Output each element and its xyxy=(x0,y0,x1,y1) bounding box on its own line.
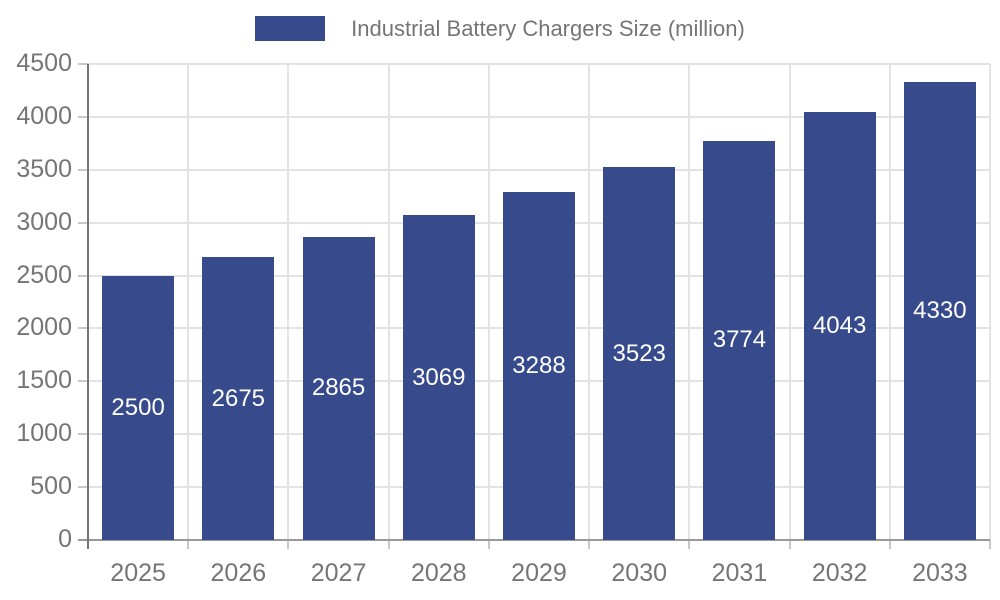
gridline-vertical xyxy=(187,64,190,540)
gridline-vertical xyxy=(387,64,390,540)
gridline-vertical xyxy=(788,64,791,540)
bar-value-label: 2675 xyxy=(211,384,266,412)
y-axis-tick xyxy=(78,486,88,489)
x-axis-tick-label: 2027 xyxy=(310,559,367,587)
bar-2027[interactable]: 2865 xyxy=(302,236,375,540)
x-axis-tick-label: 2028 xyxy=(410,559,467,587)
y-axis-tick-label: 4500 xyxy=(16,49,72,77)
x-axis-tick-label: 2033 xyxy=(912,559,968,587)
gridline-vertical xyxy=(588,64,591,540)
legend[interactable]: Industrial Battery Chargers Size (millio… xyxy=(0,16,1000,41)
x-axis-tick xyxy=(187,540,190,549)
y-axis-tick-label: 2500 xyxy=(16,260,72,289)
bar-2026[interactable]: 2675 xyxy=(202,257,275,540)
x-axis-tick xyxy=(788,540,791,549)
gridline-horizontal xyxy=(88,168,990,171)
x-axis-tick xyxy=(989,540,991,549)
x-axis-tick-label: 2031 xyxy=(711,559,768,587)
y-axis-tick-label: 0 xyxy=(58,525,72,553)
x-axis-tick xyxy=(287,540,290,549)
x-axis-line xyxy=(78,539,990,541)
y-axis-tick xyxy=(78,433,88,436)
bar-2033[interactable]: 4330 xyxy=(903,81,976,540)
y-axis-tick-label: 1000 xyxy=(16,419,72,448)
y-axis-tick-label: 1500 xyxy=(16,366,72,395)
y-axis-tick-label: 4000 xyxy=(16,101,72,130)
legend-label: Industrial Battery Chargers Size (millio… xyxy=(351,16,745,41)
gridline-horizontal xyxy=(88,63,990,65)
x-axis-tick-label: 2025 xyxy=(110,559,166,587)
y-axis-tick xyxy=(78,115,88,118)
y-axis-tick xyxy=(78,168,88,171)
x-axis-tick xyxy=(888,540,891,549)
y-axis-tick xyxy=(78,380,88,383)
x-axis-tick-label: 2030 xyxy=(611,559,668,587)
x-axis-tick xyxy=(588,540,591,549)
y-axis-tick-label: 3500 xyxy=(16,154,72,183)
bar-value-label: 3069 xyxy=(412,363,466,391)
bar-value-label: 3523 xyxy=(612,339,666,367)
gridline-vertical xyxy=(688,64,691,540)
x-axis-tick xyxy=(688,540,691,549)
bar-value-label: 3288 xyxy=(512,352,566,380)
legend-swatch xyxy=(255,16,326,41)
bar-value-label: 2500 xyxy=(111,393,165,421)
y-axis-tick-label: 500 xyxy=(30,472,72,501)
y-axis-tick xyxy=(78,63,88,65)
bar-2029[interactable]: 3288 xyxy=(503,192,575,540)
gridline-vertical xyxy=(989,64,991,540)
gridline-vertical xyxy=(487,64,490,540)
x-axis-tick xyxy=(387,540,390,549)
x-axis-tick xyxy=(487,540,490,549)
bar-value-label: 2865 xyxy=(311,374,366,402)
bar-value-label: 3774 xyxy=(712,326,767,354)
bar-2025[interactable]: 2500 xyxy=(102,275,175,540)
x-axis-tick-label: 2032 xyxy=(811,559,868,587)
y-axis-tick-label: 2000 xyxy=(16,313,72,342)
bar-2031[interactable]: 3774 xyxy=(703,140,776,540)
bar-value-label: 4043 xyxy=(812,312,867,340)
y-axis-tick xyxy=(78,221,88,224)
bar-value-label: 4330 xyxy=(913,296,967,324)
x-axis-tick-label: 2026 xyxy=(210,559,267,587)
y-axis-line xyxy=(87,64,89,549)
gridline-horizontal xyxy=(88,115,990,118)
x-axis-tick-label: 2029 xyxy=(511,559,567,587)
gridline-vertical xyxy=(888,64,891,540)
y-axis-tick xyxy=(78,327,88,330)
y-axis-tick xyxy=(78,274,88,277)
bar-2028[interactable]: 3069 xyxy=(402,215,475,540)
bar-2032[interactable]: 4043 xyxy=(803,112,876,540)
y-axis-tick-label: 3000 xyxy=(16,207,72,236)
gridline-vertical xyxy=(287,64,290,540)
bar-2030[interactable]: 3523 xyxy=(603,167,676,540)
